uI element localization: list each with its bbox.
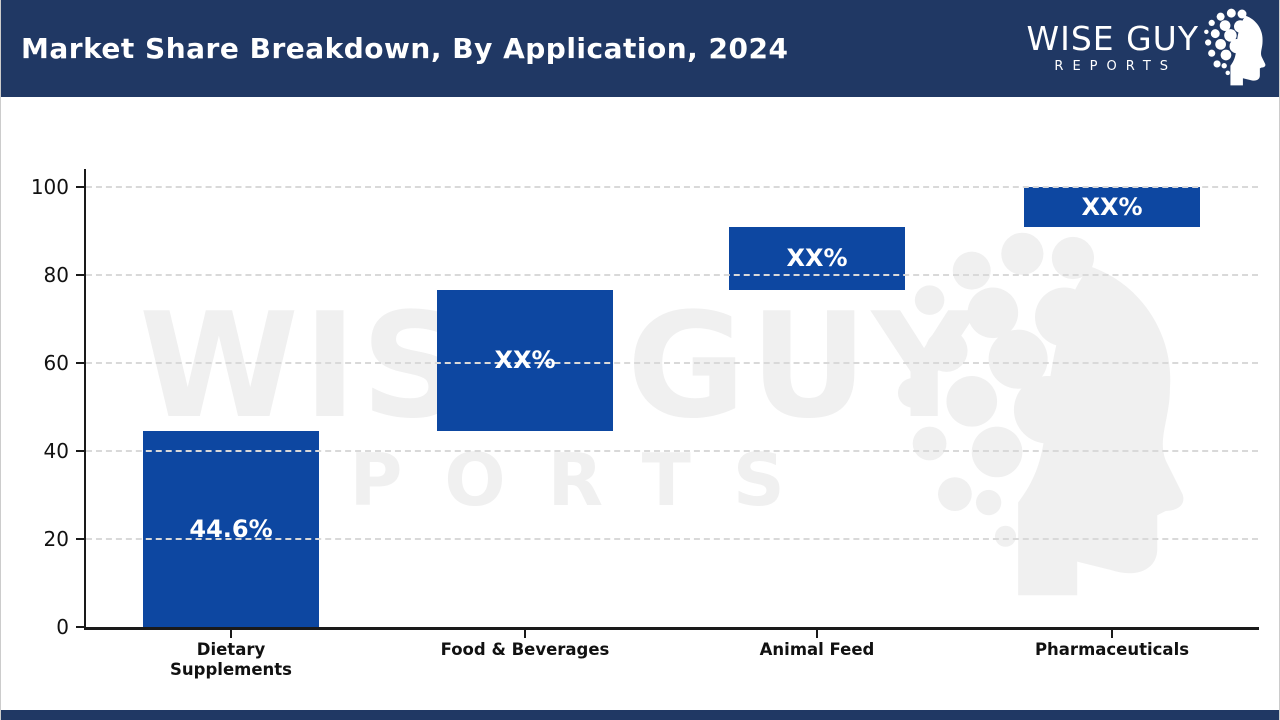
- bar-value-label: XX%: [786, 244, 848, 273]
- bar-pharmaceuticals: [1024, 187, 1200, 227]
- logo-wordmark: WISE GUY: [1026, 18, 1199, 58]
- y-tick-label: 40: [43, 439, 69, 463]
- page-title: Market Share Breakdown, By Application, …: [21, 32, 789, 65]
- bar-dietary-supplements: [143, 430, 319, 627]
- x-tick-mark: [524, 630, 526, 638]
- x-axis-line: [84, 627, 1259, 630]
- y-tick-mark: [76, 274, 84, 276]
- gridline-60: [86, 362, 1258, 364]
- x-tick-mark: [1111, 630, 1113, 638]
- y-tick-label: 100: [30, 175, 69, 199]
- bar-food-beverages: [437, 289, 613, 431]
- brand-logo: WISE GUY REPORTS: [1026, 8, 1267, 86]
- y-tick-label: 80: [43, 263, 69, 287]
- x-category-label: Pharmaceuticals: [1034, 640, 1190, 659]
- x-category-label: Animal Feed: [759, 640, 875, 659]
- y-tick-label: 0: [56, 615, 69, 639]
- gridline-20: [86, 538, 1258, 540]
- y-tick-mark: [76, 186, 84, 188]
- y-tick-mark: [76, 538, 84, 540]
- logo-subtext: REPORTS: [1054, 58, 1178, 74]
- gridline-40: [86, 450, 1258, 452]
- logo-head-icon: [1201, 8, 1267, 86]
- gridline-80: [86, 274, 1258, 276]
- y-tick-label: 60: [43, 351, 69, 375]
- y-tick-mark: [76, 450, 84, 452]
- y-axis-line: [84, 169, 86, 629]
- gridline-100: [86, 186, 1258, 188]
- bar-value-label: 44.6%: [189, 514, 273, 543]
- footer-band: [1, 710, 1279, 720]
- x-tick-mark: [816, 630, 818, 638]
- bar-value-label: XX%: [1081, 192, 1143, 221]
- y-tick-label: 20: [43, 527, 69, 551]
- y-tick-mark: [76, 626, 84, 628]
- x-category-label: Dietary Supplements: [170, 640, 292, 679]
- watermark-head-icon: [879, 228, 1191, 600]
- x-tick-mark: [230, 630, 232, 638]
- bar-value-label: XX%: [494, 346, 556, 375]
- x-category-label: Food & Beverages: [440, 640, 610, 659]
- bar-animal-feed: [729, 226, 905, 290]
- header-band: Market Share Breakdown, By Application, …: [1, 0, 1279, 97]
- y-tick-mark: [76, 362, 84, 364]
